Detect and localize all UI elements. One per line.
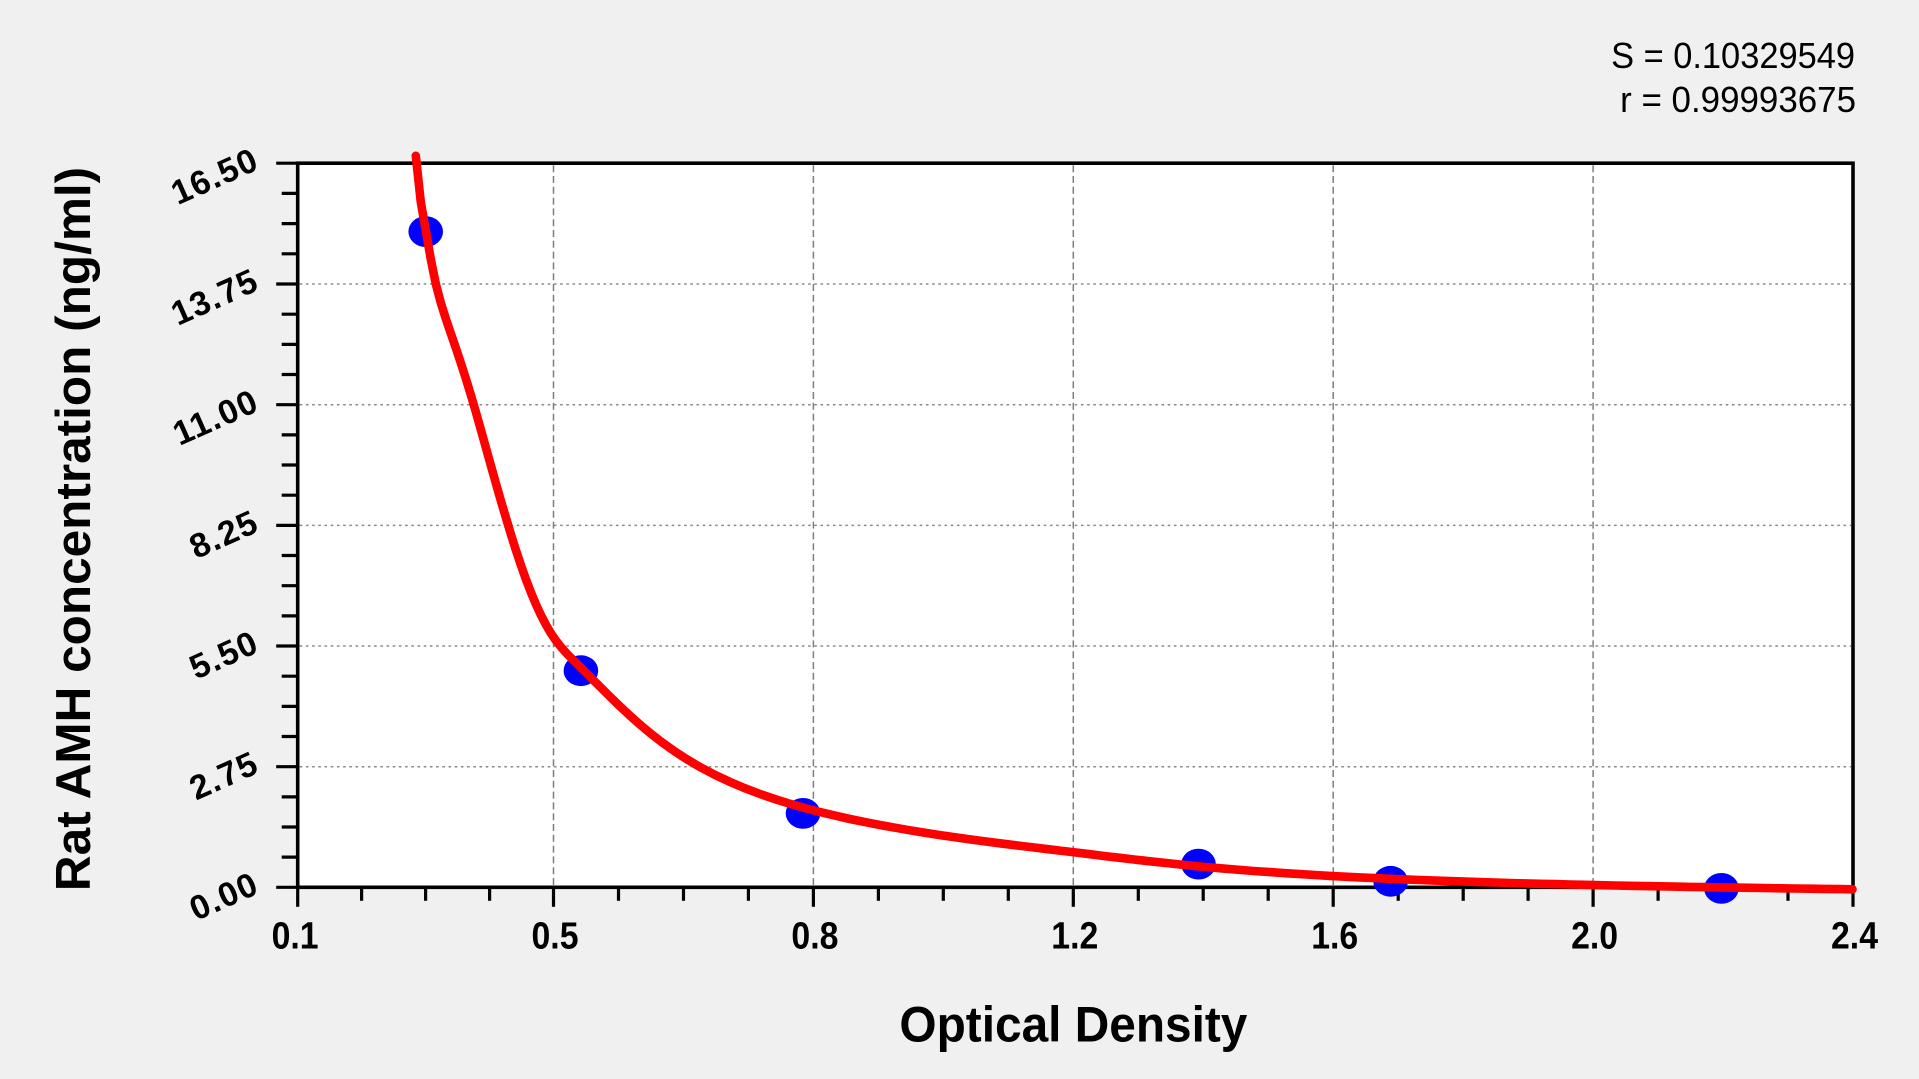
svg-text:2.0: 2.0 bbox=[1571, 914, 1618, 957]
svg-text:Optical Density: Optical Density bbox=[899, 998, 1247, 1053]
svg-text:Rat AMH concentration (ng/ml): Rat AMH concentration (ng/ml) bbox=[46, 167, 101, 891]
svg-text:1.2: 1.2 bbox=[1051, 914, 1098, 957]
svg-text:2.4: 2.4 bbox=[1831, 914, 1878, 957]
svg-text:0.5: 0.5 bbox=[531, 914, 578, 957]
svg-text:0.1: 0.1 bbox=[272, 914, 319, 957]
svg-text:0.8: 0.8 bbox=[791, 914, 838, 957]
svg-text:1.6: 1.6 bbox=[1311, 914, 1358, 957]
svg-text:S = 0.10329549: S = 0.10329549 bbox=[1611, 36, 1855, 76]
svg-text:r = 0.99993675: r = 0.99993675 bbox=[1620, 80, 1856, 121]
